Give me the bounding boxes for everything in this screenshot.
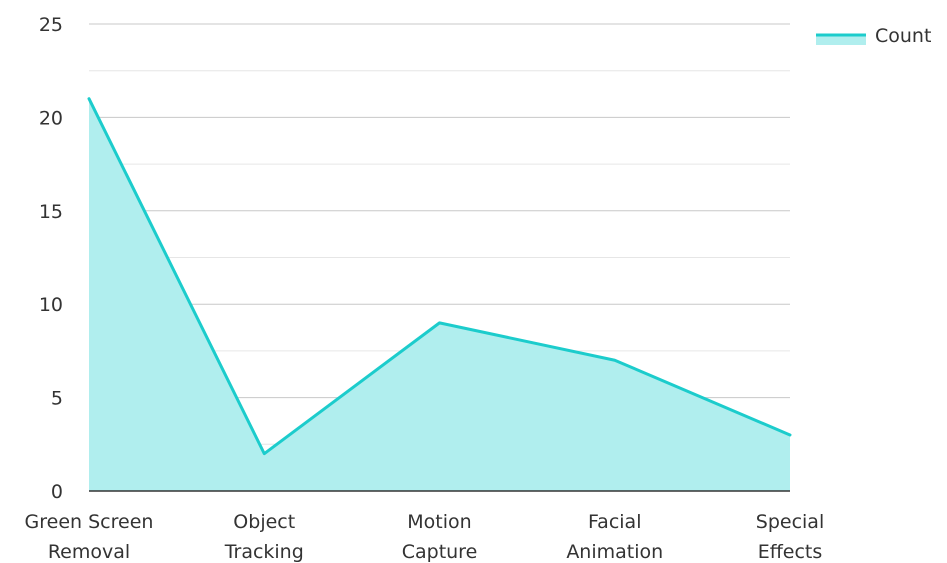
- x-tick-label-line: Removal: [48, 541, 130, 563]
- x-tick-label: Facial Animation: [566, 511, 663, 563]
- y-tick-label: 0: [51, 481, 63, 503]
- y-tick-label: 20: [39, 107, 63, 129]
- x-tick-label: Special Effects: [756, 511, 824, 563]
- y-tick-label: 25: [39, 14, 63, 36]
- x-tick-label: Object Tracking: [224, 511, 304, 563]
- x-tick-label-line: Special: [756, 511, 824, 533]
- x-tick-label: Motion Capture: [402, 511, 478, 563]
- y-tick-label: 15: [39, 201, 63, 223]
- x-tick-label-line: Capture: [402, 541, 478, 563]
- x-tick-label-line: Tracking: [224, 541, 304, 563]
- x-tick-label-line: Object: [233, 511, 295, 533]
- tick-labels: 0 5 10 15 20 25 Green Screen Removal Object Track…: [25, 14, 825, 563]
- series-area: [87, 97, 792, 491]
- x-tick-label-line: Effects: [758, 541, 823, 563]
- area-fill: [89, 98, 790, 491]
- x-tick-label-line: Facial: [588, 511, 641, 533]
- legend: Count: [816, 25, 931, 47]
- x-tick-label-line: Green Screen: [25, 511, 154, 533]
- legend-swatch-fill: [816, 35, 866, 45]
- x-tick-label-line: Motion: [407, 511, 471, 533]
- y-tick-label: 10: [39, 294, 63, 316]
- x-tick-label-line: Animation: [566, 541, 663, 563]
- legend-label: Count: [875, 25, 931, 47]
- y-tick-label: 5: [51, 388, 63, 410]
- x-tick-label: Green Screen Removal: [25, 511, 154, 563]
